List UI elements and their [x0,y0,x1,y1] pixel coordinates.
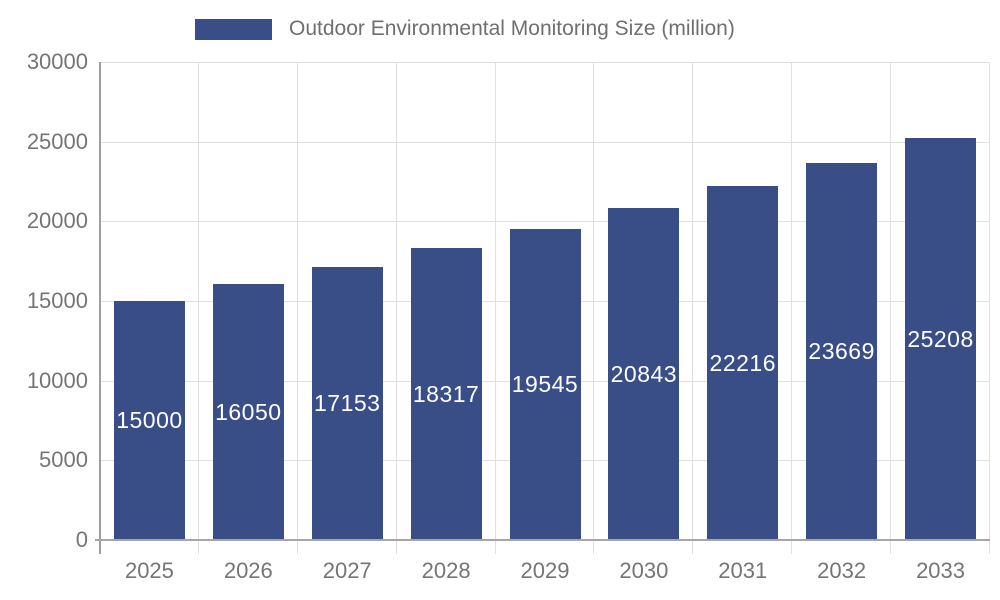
bar-2033: 25208 [905,138,977,540]
bar-2031: 22216 [707,186,779,540]
legend: Outdoor Environmental Monitoring Size (m… [195,17,735,41]
gridline-vertical [395,62,397,554]
y-tick-label: 0 [75,527,88,552]
y-tick-label: 10000 [26,367,88,393]
bar-2028: 18317 [410,248,482,540]
bar-2026: 16050 [212,284,284,540]
bar-2029: 19545 [509,229,581,540]
x-tick-label: 2032 [817,558,867,583]
y-tick-label: 5000 [39,447,88,473]
x-tick-label: 2033 [916,558,966,583]
bar-2030: 20843 [608,208,680,540]
y-axis-line [99,62,101,554]
bar-value-label: 25208 [907,325,974,352]
gridline-vertical [494,62,496,554]
x-tick-label: 2027 [322,558,372,583]
gridline-horizontal [100,62,990,63]
bar-value-label: 19545 [511,371,579,397]
gridline-vertical [791,62,793,554]
legend-swatch [195,18,272,40]
bar-value-label: 20843 [610,360,678,387]
x-tick-label: 2025 [124,558,174,583]
y-tick-label: 30000 [26,49,88,74]
gridline-vertical [296,62,298,554]
bar-value-label: 16050 [215,398,282,425]
x-tick-label: 2030 [619,558,669,583]
bar-2025: 15000 [113,301,185,540]
x-tick-label: 2028 [421,558,471,583]
gridline-horizontal [100,221,990,223]
gridline-vertical [593,62,595,554]
y-tick-label: 25000 [26,128,88,154]
bar-value-label: 17153 [313,390,381,416]
bar-value-label: 18317 [412,380,480,407]
bar-value-label: 23669 [808,338,875,364]
y-tick-label: 20000 [26,208,88,234]
plot-area: 15000 16050 17153 18317 19545 20843 22216 23669… [100,62,990,554]
gridline-horizontal [100,141,990,143]
x-tick-label: 2026 [223,558,273,583]
bar-value-label: 15000 [116,407,183,433]
gridline-vertical [197,62,199,554]
x-tick-label: 2029 [520,558,570,583]
legend-label: Outdoor Environmental Monitoring Size (m… [289,17,735,40]
bar-value-label: 22216 [709,349,776,376]
x-axis-line [95,539,990,541]
gridline-vertical [989,62,990,554]
bar-2032: 23669 [806,163,878,540]
y-tick-label: 15000 [26,288,88,313]
bar-2027: 17153 [311,267,383,540]
gridline-vertical [692,62,694,554]
x-tick-label: 2031 [718,558,768,583]
gridline-vertical [890,62,892,554]
